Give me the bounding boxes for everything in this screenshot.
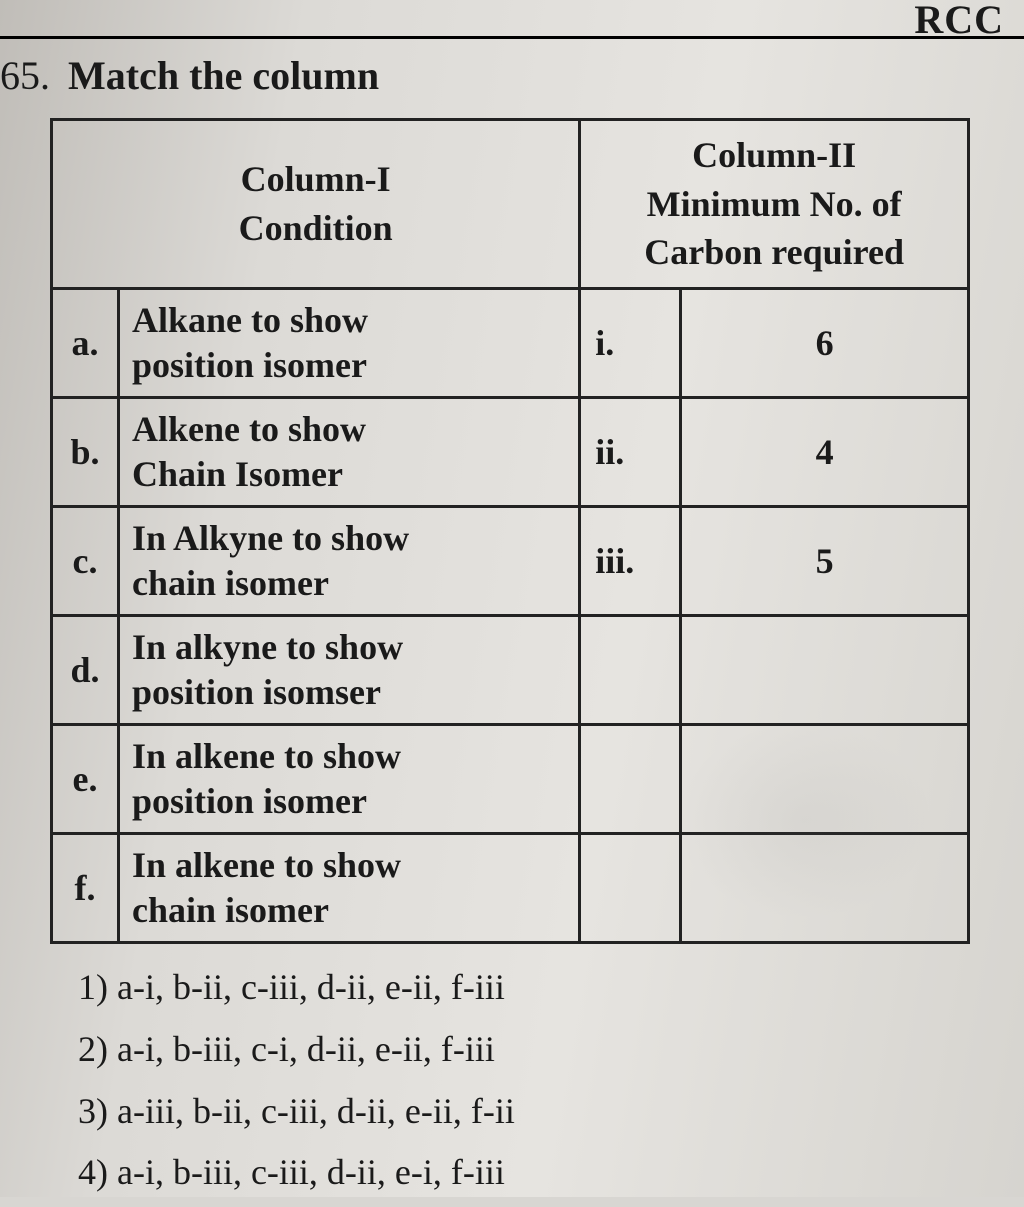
match-table: Column-I Condition Column-II Minimum No.… <box>50 118 970 944</box>
option-3: 3) a-iii, b-ii, c-iii, d-ii, e-ii, f-ii <box>78 1084 515 1140</box>
column2-header-line2: Minimum No. of <box>595 180 953 229</box>
row-label: d. <box>52 615 119 724</box>
condition-line2: Chain Isomer <box>132 452 566 497</box>
row-index <box>580 833 681 942</box>
match-table-container: Column-I Condition Column-II Minimum No.… <box>50 118 970 944</box>
table-row: c. In Alkyne to show chain isomer iii. 5 <box>52 506 969 615</box>
condition-line2: position isomer <box>132 779 566 824</box>
condition-line2: chain isomer <box>132 888 566 933</box>
row-value <box>681 833 969 942</box>
row-value: 5 <box>681 506 969 615</box>
row-condition: Alkene to show Chain Isomer <box>119 397 580 506</box>
condition-line1: In Alkyne to show <box>132 516 566 561</box>
column2-header-line1: Column-II <box>595 131 953 180</box>
row-value: 4 <box>681 397 969 506</box>
table-row: e. In alkene to show position isomer <box>52 724 969 833</box>
column1-header-line1: Column-I <box>67 155 564 204</box>
column1-header: Column-I Condition <box>52 120 580 289</box>
condition-line2: position isomser <box>132 670 566 715</box>
condition-line1: In alkyne to show <box>132 625 566 670</box>
row-condition: In Alkyne to show chain isomer <box>119 506 580 615</box>
question-title: Match the column <box>68 52 379 99</box>
column2-header: Column-II Minimum No. of Carbon required <box>580 120 969 289</box>
table-row: a. Alkane to show position isomer i. 6 <box>52 288 969 397</box>
row-index: ii. <box>580 397 681 506</box>
condition-line1: Alkane to show <box>132 298 566 343</box>
row-index: i. <box>580 288 681 397</box>
answer-options: 1) a-i, b-ii, c-iii, d-ii, e-ii, f-iii 2… <box>78 960 515 1207</box>
option-2: 2) a-i, b-iii, c-i, d-ii, e-ii, f-iii <box>78 1022 515 1078</box>
table-row: b. Alkene to show Chain Isomer ii. 4 <box>52 397 969 506</box>
table-header-row: Column-I Condition Column-II Minimum No.… <box>52 120 969 289</box>
condition-line1: Alkene to show <box>132 407 566 452</box>
row-value <box>681 615 969 724</box>
column2-header-line3: Carbon required <box>595 228 953 277</box>
table-row: f. In alkene to show chain isomer <box>52 833 969 942</box>
row-label: b. <box>52 397 119 506</box>
row-condition: In alkyne to show position isomser <box>119 615 580 724</box>
row-index <box>580 724 681 833</box>
row-value: 6 <box>681 288 969 397</box>
column1-header-line2: Condition <box>67 204 564 253</box>
row-label: e. <box>52 724 119 833</box>
worksheet-page: RCC 65. Match the column Column-I Condit… <box>0 0 1024 1197</box>
condition-line1: In alkene to show <box>132 734 566 779</box>
top-horizontal-rule <box>0 36 1024 39</box>
question-heading: 65. Match the column <box>0 52 379 99</box>
row-index: iii. <box>580 506 681 615</box>
row-label: c. <box>52 506 119 615</box>
row-label: f. <box>52 833 119 942</box>
row-condition: Alkane to show position isomer <box>119 288 580 397</box>
condition-line1: In alkene to show <box>132 843 566 888</box>
row-condition: In alkene to show chain isomer <box>119 833 580 942</box>
row-condition: In alkene to show position isomer <box>119 724 580 833</box>
row-index <box>580 615 681 724</box>
condition-line2: chain isomer <box>132 561 566 606</box>
condition-line2: position isomer <box>132 343 566 388</box>
row-value <box>681 724 969 833</box>
question-number: 65. <box>0 52 50 99</box>
table-row: d. In alkyne to show position isomser <box>52 615 969 724</box>
row-label: a. <box>52 288 119 397</box>
option-1: 1) a-i, b-ii, c-iii, d-ii, e-ii, f-iii <box>78 960 515 1016</box>
option-4: 4) a-i, b-iii, c-iii, d-ii, e-i, f-iii <box>78 1145 515 1201</box>
